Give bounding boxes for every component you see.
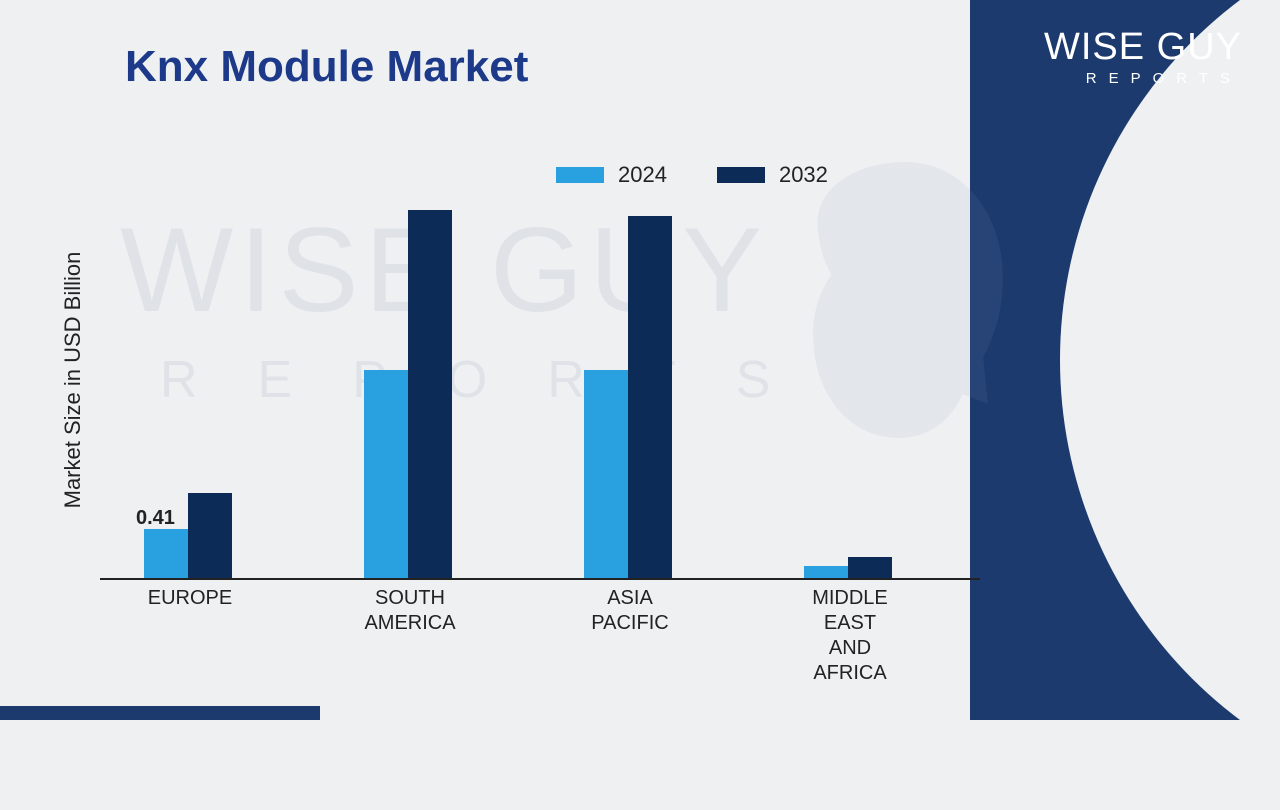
x-axis-category-label: ASIAPACIFIC: [550, 586, 710, 636]
bar-2032: [408, 210, 452, 578]
logo-sub-text: REPORTS: [1044, 70, 1242, 87]
bar-2024: [804, 566, 848, 578]
bar-2032: [628, 216, 672, 578]
legend-label-2032: 2032: [779, 162, 828, 188]
x-axis-category-label: MIDDLEEASTANDAFRICA: [770, 586, 930, 686]
bar-2024: [144, 529, 188, 578]
legend: 2024 2032: [556, 162, 828, 188]
chart-plot-area: [100, 200, 980, 580]
right-panel: [970, 0, 1280, 720]
x-axis-category-label: EUROPE: [110, 586, 270, 611]
legend-item-2024: 2024: [556, 162, 667, 188]
bar-value-label: 0.41: [136, 507, 175, 530]
bottom-accent-bar: [0, 706, 320, 720]
logo-main-text: WISE GUY: [1044, 28, 1242, 66]
legend-item-2032: 2032: [717, 162, 828, 188]
chart-title: Knx Module Market: [125, 42, 528, 92]
legend-label-2024: 2024: [618, 162, 667, 188]
legend-swatch-2024: [556, 167, 604, 183]
x-axis-line: [100, 578, 980, 580]
y-axis-label: Market Size in USD Billion: [60, 252, 86, 509]
bar-2024: [364, 370, 408, 578]
bar-2032: [848, 557, 892, 578]
x-axis-category-label: SOUTHAMERICA: [330, 586, 490, 636]
legend-swatch-2032: [717, 167, 765, 183]
bar-2024: [584, 370, 628, 578]
bar-2032: [188, 493, 232, 579]
circle-cutout: [1060, 0, 1280, 810]
brand-logo: WISE GUY REPORTS: [1044, 28, 1242, 87]
